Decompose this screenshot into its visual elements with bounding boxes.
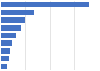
Bar	[1, 2, 89, 7]
Bar	[1, 25, 21, 31]
Bar	[1, 17, 25, 23]
Bar	[1, 40, 12, 46]
Bar	[1, 64, 7, 69]
Bar	[1, 10, 34, 15]
Bar	[1, 56, 9, 61]
Bar	[1, 48, 10, 54]
Bar	[1, 33, 16, 38]
